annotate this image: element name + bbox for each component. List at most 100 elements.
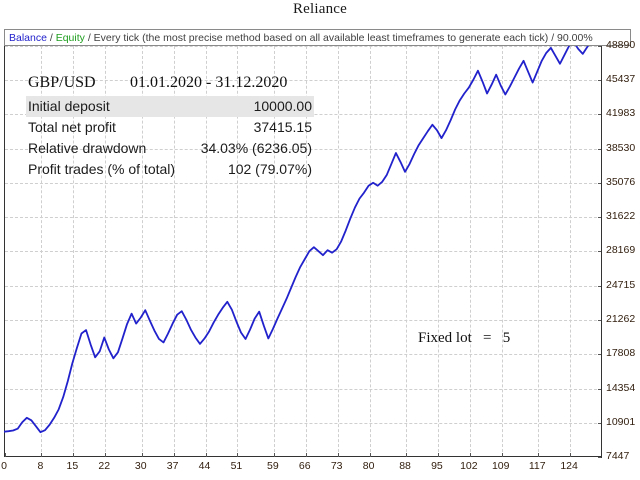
x-axis-label: 88: [399, 460, 411, 472]
x-axis-tick: [205, 453, 207, 457]
y-axis-tick: [598, 251, 602, 253]
x-axis-label: 109: [491, 460, 510, 472]
x-axis-tick: [570, 453, 572, 457]
y-axis-tick: [598, 217, 602, 219]
gridline-horizontal: [5, 80, 602, 82]
balance-line: [4, 46, 590, 434]
stats-row-value: 37415.15: [253, 119, 312, 135]
x-axis-tick: [337, 453, 339, 457]
y-axis-label: 31622: [606, 210, 636, 223]
legend-separator-1: /: [46, 32, 56, 44]
gridline-horizontal: [5, 319, 602, 321]
y-axis-tick: [598, 422, 602, 424]
x-axis-tick: [41, 453, 43, 457]
x-axis-tick: [369, 453, 371, 457]
symbol-label: GBP/USD: [28, 74, 96, 91]
plot-right-axis: [601, 46, 602, 458]
y-axis-label: 45437: [606, 73, 636, 86]
x-axis-tick: [469, 453, 471, 457]
gridline-vertical: [237, 46, 239, 457]
y-axis-label: 17808: [606, 347, 636, 360]
y-axis-tick: [598, 457, 602, 458]
y-axis-label: 14354: [606, 381, 636, 394]
x-axis-tick: [305, 453, 307, 457]
stats-row-value: 102 (79.07%): [227, 161, 312, 177]
legend-strip: Balance / Equity / Every tick (the most …: [4, 29, 631, 46]
gridline-vertical: [305, 46, 307, 457]
stats-row-value: 34.03% (6236.05): [200, 140, 312, 156]
gridline-vertical: [369, 46, 371, 457]
gridline-vertical: [205, 46, 207, 457]
x-axis-label: 0: [1, 460, 7, 472]
stats-row: Relative drawdown 34.03% (6236.05): [26, 138, 314, 159]
stats-row: Initial deposit 10000.00: [26, 96, 314, 117]
x-axis-tick: [501, 453, 503, 457]
x-axis-label: 73: [330, 460, 343, 472]
x-axis-label: 8: [37, 460, 44, 472]
x-axis-tick: [141, 453, 143, 457]
y-axis-label: 38530: [606, 141, 636, 154]
legend-equity-label: Equity: [55, 32, 85, 44]
y-axis-label: 7447: [606, 450, 630, 462]
gridline-vertical: [273, 46, 275, 457]
x-axis-label: 59: [267, 460, 279, 472]
x-axis-label: 51: [230, 460, 243, 472]
x-axis-label: 22: [98, 460, 111, 472]
y-axis-tick: [598, 80, 602, 82]
stats-row-key: Profit trades (% of total): [28, 161, 176, 177]
x-axis-label: 124: [560, 460, 578, 472]
stats-row-key: Initial deposit: [28, 98, 110, 114]
gridline-vertical: [105, 46, 107, 457]
y-axis-tick: [598, 182, 602, 184]
y-axis-label: 41983: [606, 107, 636, 120]
x-axis-label: 37: [166, 460, 179, 472]
gridline-horizontal: [5, 285, 602, 287]
stats-row: Profit trades (% of total) 102 (79.07%): [26, 159, 314, 180]
stats-row: Total net profit 37415.15: [26, 117, 314, 138]
x-axis-tick: [73, 453, 75, 457]
statistics-box: GBP/USD 01.01.2020 - 31.12.2020 Initial …: [26, 72, 314, 180]
stats-row-value: 10000.00: [253, 98, 312, 114]
gridline-vertical: [538, 46, 540, 457]
y-axis-tick: [598, 148, 602, 150]
date-range-label: 01.01.2020 - 31.12.2020: [130, 74, 288, 91]
y-axis-label: 28169: [606, 244, 636, 257]
x-axis-label: 102: [460, 460, 478, 472]
gridline-horizontal: [5, 422, 602, 424]
gridline-vertical: [570, 46, 572, 457]
gridline-vertical: [173, 46, 175, 457]
x-axis-label: 44: [198, 460, 211, 472]
stats-rows: Initial deposit 10000.00 Total net profit 3…: [26, 96, 314, 180]
y-axis-label: 21262: [606, 312, 636, 325]
page-title: Reliance: [292, 1, 348, 17]
y-axis-tick: [598, 285, 602, 287]
y-axis-tick: [598, 319, 602, 321]
x-axis-tick: [437, 453, 439, 457]
x-axis-label: 95: [431, 460, 443, 472]
gridline-vertical: [141, 46, 143, 457]
y-axis-label: 24715: [606, 278, 636, 291]
fixed-lot-annotation: Fixed lot = 5: [418, 330, 511, 346]
gridline-vertical: [41, 46, 43, 457]
gridline-horizontal: [5, 148, 602, 150]
legend-description: Every tick (the most precise method base…: [93, 32, 593, 44]
x-axis-tick: [538, 453, 540, 457]
legend-separator-2: /: [84, 32, 94, 44]
gridline-horizontal: [5, 388, 602, 390]
gridline-vertical: [406, 46, 408, 457]
y-axis-label: 48890: [606, 39, 636, 51]
legend-balance-label: Balance: [9, 32, 47, 44]
x-axis-label: 80: [362, 460, 375, 472]
x-axis-tick: [406, 453, 408, 457]
x-axis-tick: [237, 453, 239, 457]
stats-row-key: Total net profit: [28, 119, 116, 135]
x-axis-tick: [105, 453, 107, 457]
legend-text: Balance / Equity / Every tick (the most …: [9, 32, 593, 44]
y-axis-label: 10901: [606, 415, 636, 428]
equity-curve: [4, 46, 590, 434]
stats-header: GBP/USD 01.01.2020 - 31.12.2020: [26, 72, 314, 96]
gridline-horizontal: [5, 354, 602, 356]
y-axis-tick: [598, 114, 602, 116]
x-axis-tick: [273, 453, 275, 457]
